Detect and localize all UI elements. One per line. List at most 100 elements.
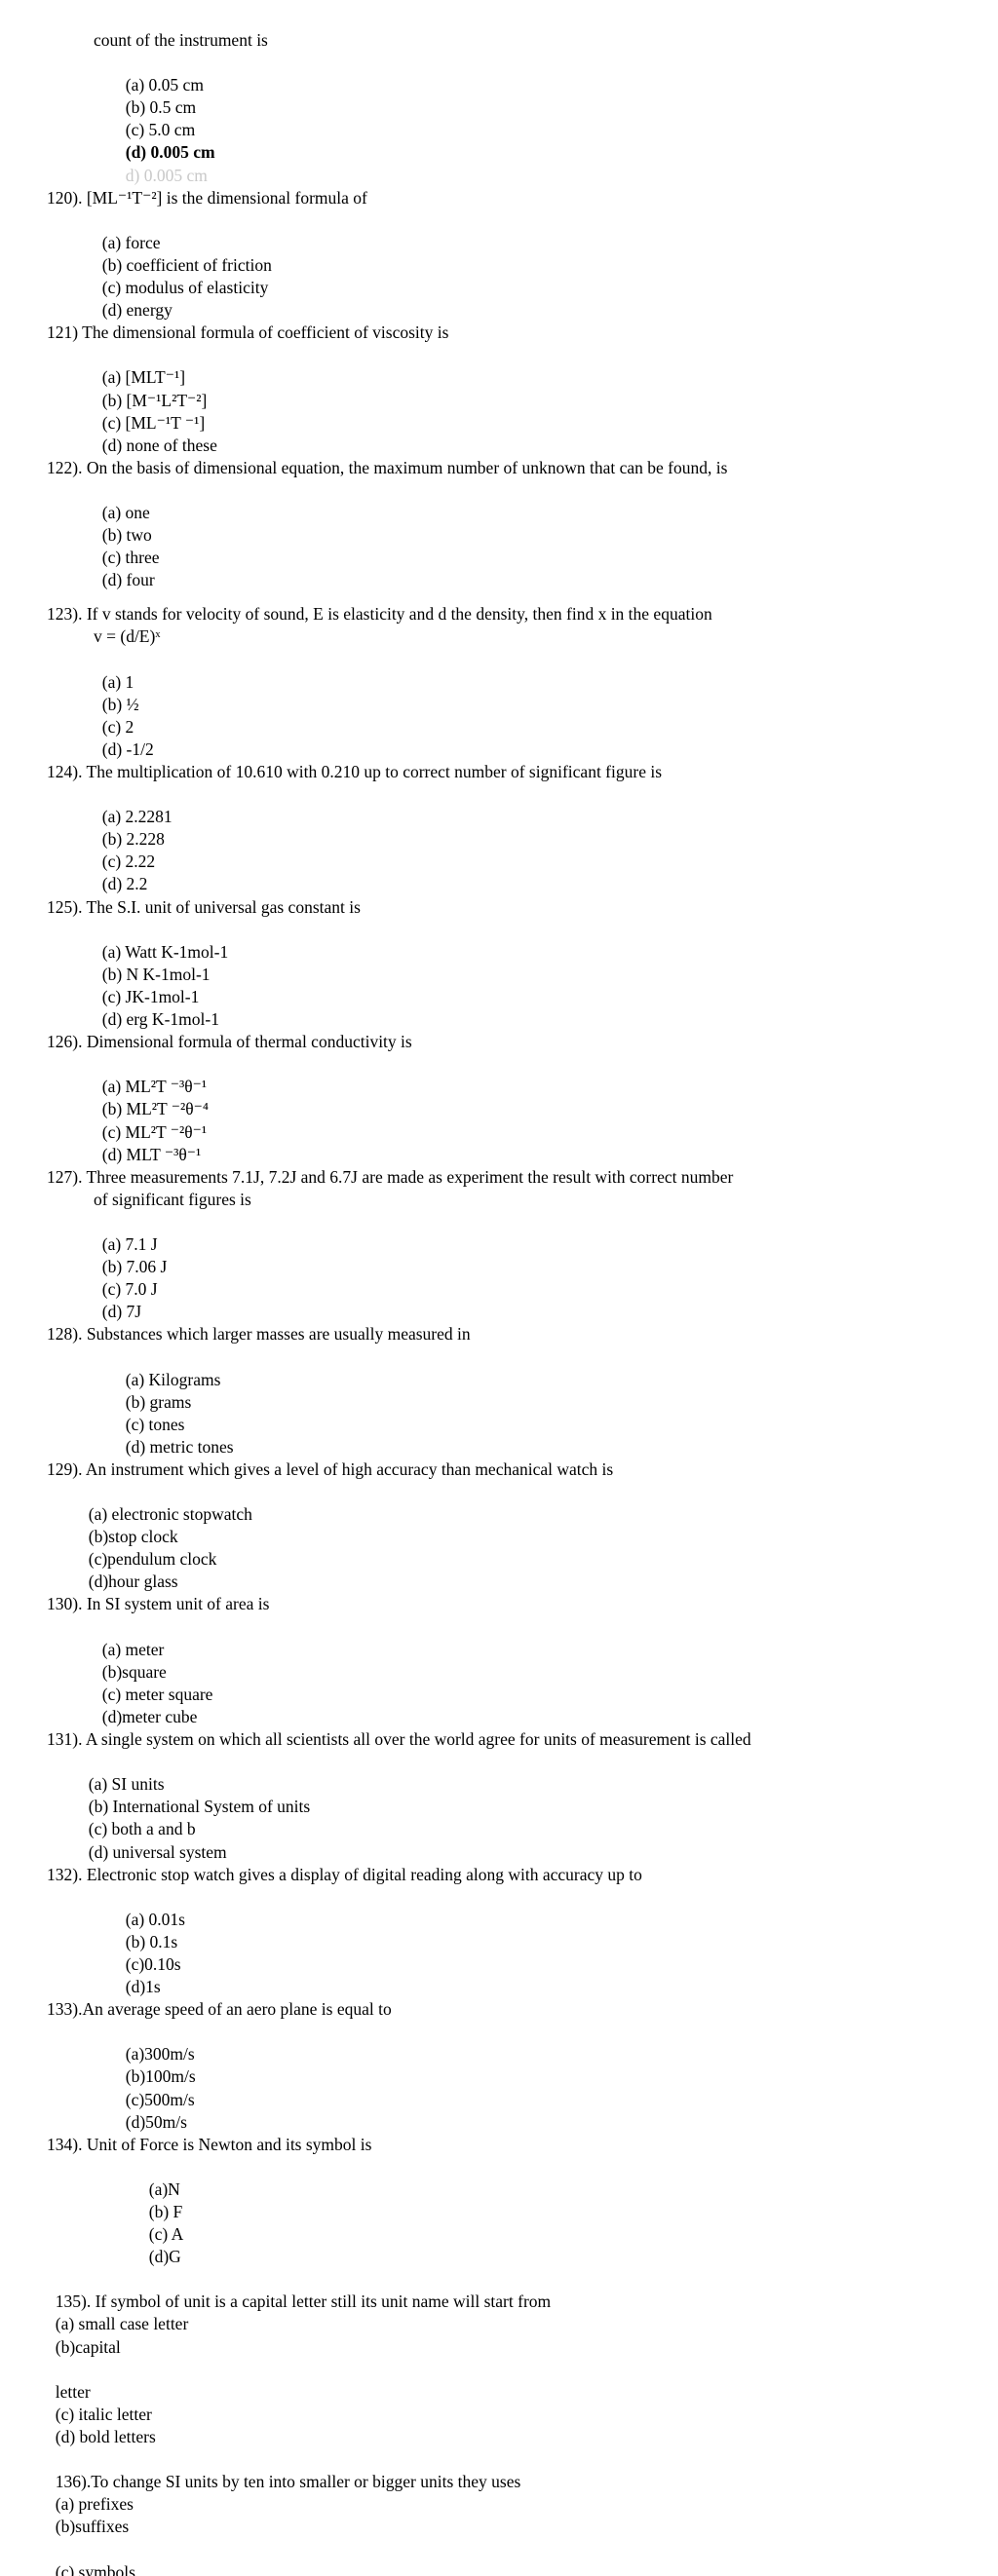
q125-options: (a) Watt K-1mol-1 (b) N K-1mol-1 (c) JK-… — [47, 919, 951, 1031]
opt-c: (c) A — [149, 2224, 183, 2244]
q120-options: (a) force (b) coefficient of friction (c… — [47, 209, 951, 322]
opt-a: (a) 1 — [102, 672, 134, 692]
q134: 134). Unit of Force is Newton and its sy… — [47, 2134, 951, 2156]
opt-d: (d)50m/s — [126, 2112, 187, 2132]
opt-c: (c) 7.0 J — [102, 1279, 158, 1299]
opt-b: (b) International System of units — [89, 1797, 310, 1816]
q123-options: (a) 1 (b) ½ (c) 2 (d) -1/2 — [47, 649, 951, 761]
opt-d: (d) universal system — [89, 1842, 227, 1862]
opt-a: (a) one — [102, 503, 150, 522]
opt-a: (a) electronic stopwatch — [89, 1504, 252, 1524]
opt-c: (c)500m/s — [126, 2090, 195, 2109]
opt-d: (d) 7J — [102, 1302, 141, 1321]
opt-b: (b) 7.06 J — [102, 1257, 168, 1276]
opt-b: (b) two — [102, 525, 152, 545]
q119-options: (a) 0.05 cm (b) 0.5 cm (c) 5.0 cm (d) 0.… — [47, 52, 951, 187]
opt-b: (b)square — [102, 1662, 167, 1682]
opt-c: (c) three — [102, 548, 160, 567]
opt-a: (a) small case letter — [56, 2314, 189, 2333]
q123-eq: v = (d/E)ˣ — [47, 625, 951, 648]
q130: 130). In SI system unit of area is — [47, 1593, 951, 1615]
q131: 131). A single system on which all scien… — [47, 1728, 951, 1751]
opt-d: (d) energy — [102, 300, 173, 320]
q119-tail: count of the instrument is — [47, 29, 951, 52]
q134-options: (a)N (b) F (c) A (d)G — [47, 2156, 951, 2268]
opt-d: (d)hour glass — [89, 1572, 178, 1591]
opt-b: (b)100m/s — [126, 2066, 196, 2086]
opt-b: (b) ½ — [102, 695, 139, 714]
q129: 129). An instrument which gives a level … — [47, 1458, 951, 1481]
q131-options: (a) SI units (b) International System of… — [47, 1751, 951, 1863]
opt-d: (d) bold letters — [56, 2427, 156, 2446]
q128: 128). Substances which larger masses are… — [47, 1323, 951, 1345]
opt-b: (b) N K-1mol-1 — [102, 965, 211, 984]
opt-a: (a) meter — [102, 1640, 165, 1659]
opt-c: (c) 2 — [102, 717, 134, 737]
opt-a: (a) force — [102, 233, 161, 252]
q121-options: (a) [MLT⁻¹] (b) [M⁻¹L²T⁻²] (c) [ML⁻¹T ⁻¹… — [47, 344, 951, 456]
opt-c: (c) modulus of elasticity — [102, 278, 269, 297]
opt-b: (b) ML²T ⁻²θ⁻⁴ — [102, 1099, 209, 1118]
opt-d: (d) -1/2 — [102, 739, 154, 759]
opt-a: (a) 2.2281 — [102, 807, 173, 826]
q127-options: (a) 7.1 J (b) 7.06 J (c) 7.0 J (d) 7J — [47, 1211, 951, 1323]
q126: 126). Dimensional formula of thermal con… — [47, 1031, 951, 1053]
document-body: count of the instrument is (a) 0.05 cm (… — [47, 29, 951, 2576]
opt-c: (c) ML²T ⁻²θ⁻¹ — [102, 1122, 207, 1142]
q120: 120). [ML⁻¹T⁻²] is the dimensional formu… — [47, 187, 951, 209]
opt-d: (d)meter cube — [102, 1707, 198, 1726]
opt-d: (d) metric tones — [126, 1437, 234, 1457]
opt-d: (d) 2.2 — [102, 874, 148, 893]
q126-options: (a) ML²T ⁻³θ⁻¹ (b) ML²T ⁻²θ⁻⁴ (c) ML²T ⁻… — [47, 1053, 951, 1165]
opt-a: (a) SI units — [89, 1774, 165, 1794]
opt-d: (d) erg K-1mol-1 — [102, 1009, 219, 1029]
opt-c: (c) tones — [126, 1415, 185, 1434]
opt-a: (a) Kilograms — [126, 1370, 221, 1389]
q125: 125). The S.I. unit of universal gas con… — [47, 896, 951, 919]
opt-c: (c) [ML⁻¹T ⁻¹] — [102, 413, 205, 433]
q133: 133).An average speed of an aero plane i… — [47, 1998, 951, 2021]
q127-tail: of significant figures is — [47, 1189, 951, 1211]
opt-a: (a) ML²T ⁻³θ⁻¹ — [102, 1077, 207, 1096]
opt-b: (b) F — [149, 2202, 183, 2221]
opt-b: (b) 0.1s — [126, 1932, 177, 1951]
opt-b: (b)suffixes — [56, 2517, 130, 2536]
q133-options: (a)300m/s (b)100m/s (c)500m/s (d)50m/s — [47, 2021, 951, 2133]
opt-b: (b) [M⁻¹L²T⁻²] — [102, 391, 208, 410]
opt-c: (c)0.10s — [126, 1954, 181, 1974]
q136-stem: 136).To change SI units by ten into smal… — [56, 2472, 521, 2491]
q124-options: (a) 2.2281 (b) 2.228 (c) 2.22 (d) 2.2 — [47, 783, 951, 895]
opt-c: (c) both a and b — [89, 1819, 196, 1838]
opt-b: (b) coefficient of friction — [102, 255, 272, 275]
opt-b: (b) grams — [126, 1392, 192, 1412]
q132-options: (a) 0.01s (b) 0.1s (c)0.10s (d)1s — [47, 1886, 951, 1998]
opt-a: (a) 7.1 J — [102, 1234, 158, 1254]
opt-c: (c) italic letter — [56, 2405, 152, 2424]
q135-stem: 135). If symbol of unit is a capital let… — [56, 2292, 551, 2311]
opt-b: (b)stop clock — [89, 1527, 178, 1546]
q122: 122). On the basis of dimensional equati… — [47, 457, 951, 479]
opt-c: (c) 2.22 — [102, 852, 155, 871]
q136-line1: 136).To change SI units by ten into smal… — [47, 2448, 951, 2538]
q122-options: (a) one (b) two (c) three (d) four — [47, 479, 951, 591]
opt-d: (d) four — [102, 570, 155, 589]
opt-c: (c) JK-1mol-1 — [102, 987, 200, 1006]
opt-a: (a) 0.01s — [126, 1910, 185, 1929]
opt-c: (c) meter square — [102, 1685, 213, 1704]
opt-a: (a) [MLT⁻¹] — [102, 367, 185, 387]
opt-a: (a)300m/s — [126, 2044, 195, 2064]
opt-a: (a) prefixes — [56, 2494, 134, 2514]
opt-c: (c)pendulum clock — [89, 1549, 217, 1569]
opt-a: (a) Watt K-1mol-1 — [102, 942, 228, 962]
opt-b: (b) 2.228 — [102, 829, 165, 849]
opt-b: (b) 0.5 cm — [126, 97, 196, 117]
opt-a: (a) 0.05 cm — [126, 75, 204, 95]
opt-d-faded: d) 0.005 cm — [126, 166, 208, 185]
q124: 124). The multiplication of 10.610 with … — [47, 761, 951, 783]
opt-c: (c) 5.0 cm — [126, 120, 195, 139]
q129-options: (a) electronic stopwatch (b)stop clock (… — [47, 1481, 951, 1593]
opt-a: (a)N — [149, 2179, 180, 2199]
opt-d-bold: (d) 0.005 cm — [126, 142, 215, 162]
q135-line1: 135). If symbol of unit is a capital let… — [47, 2268, 951, 2358]
q136-line2: (c) symbols (d) ratios — [47, 2538, 951, 2576]
